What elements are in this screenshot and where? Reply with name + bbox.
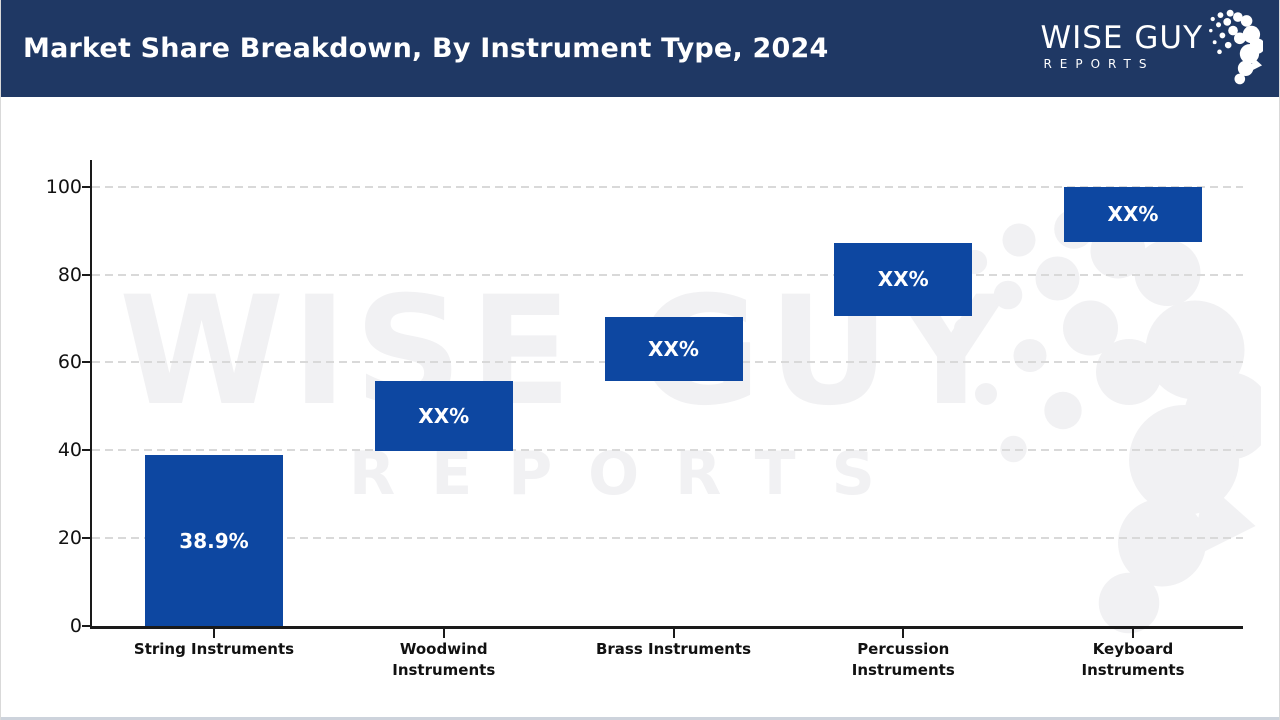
y-tick xyxy=(82,625,91,627)
chart-area: WISE GUY REPORTS 0 20 40 60 80 100 38.9% String… xyxy=(1,97,1279,717)
waterfall-bar xyxy=(834,242,973,316)
waterfall-bar xyxy=(604,316,743,381)
bar-value-label: XX% xyxy=(418,403,470,428)
x-tick xyxy=(902,629,905,638)
bar-value-label: XX% xyxy=(1107,202,1159,227)
waterfall-bar xyxy=(145,455,283,626)
y-tick-label: 60 xyxy=(57,351,82,374)
waterfall-bar xyxy=(1064,187,1202,242)
page-title: Market Share Breakdown, By Instrument Ty… xyxy=(23,33,829,64)
gridline xyxy=(92,185,1243,188)
x-category-label: String Instruments xyxy=(99,639,329,660)
y-tick-label: 100 xyxy=(45,175,82,198)
x-category-label-line: String Instruments xyxy=(133,640,295,658)
watermark-head-icon xyxy=(954,209,1261,634)
y-tick-label: 20 xyxy=(57,527,82,550)
wise-guy-reports-logo: WISE GUY REPORTS xyxy=(1040,9,1263,87)
y-tick xyxy=(82,537,91,540)
plot-area: 0 20 40 60 80 100 38.9% String Instruments XX% Wo… xyxy=(46,160,1243,679)
header-bar: Market Share Breakdown, By Instrument Ty… xyxy=(1,0,1279,97)
x-category-label-line: Instruments xyxy=(1081,661,1185,679)
logo-subtitle: REPORTS xyxy=(1043,57,1155,71)
x-tick xyxy=(442,629,445,638)
gridline xyxy=(92,273,1243,276)
x-category-label-line: Instruments xyxy=(392,661,496,679)
x-category-label-line: Brass Instruments xyxy=(595,640,752,658)
bar-value-label: 38.9% xyxy=(179,528,249,553)
y-tick xyxy=(82,449,91,452)
x-category-label-line: Keyboard xyxy=(1092,640,1174,658)
logo-wordmark: WISE GUY xyxy=(1040,20,1203,56)
x-tick xyxy=(672,629,675,638)
x-category-label: Woodwind Instruments xyxy=(329,639,559,681)
y-tick-label: 40 xyxy=(57,439,82,462)
bar-value-label: XX% xyxy=(648,336,699,361)
y-tick-label: 80 xyxy=(57,263,82,286)
bottom-edge-strip xyxy=(1,717,1279,720)
x-category-label-line: Instruments xyxy=(851,661,955,679)
gridline xyxy=(92,449,1243,452)
x-category-label: Brass Instruments xyxy=(559,639,789,660)
waterfall-bar xyxy=(374,380,513,451)
x-tick xyxy=(1132,629,1134,638)
x-category-label-line: Woodwind xyxy=(399,640,488,658)
logo-text: WISE GUY REPORTS xyxy=(1040,20,1203,72)
x-tick xyxy=(213,629,215,638)
x-category-label: Keyboard Instruments xyxy=(1018,639,1248,681)
x-category-label-line: Percussion xyxy=(857,640,950,658)
y-tick xyxy=(82,361,91,364)
y-tick xyxy=(82,273,91,276)
gridline xyxy=(92,537,1243,540)
bar-value-label: XX% xyxy=(877,267,929,292)
y-tick xyxy=(82,185,91,188)
y-tick-label: 0 xyxy=(69,615,82,637)
x-category-label: Percussion Instruments xyxy=(788,639,1018,681)
dotted-head-icon xyxy=(1209,9,1263,85)
